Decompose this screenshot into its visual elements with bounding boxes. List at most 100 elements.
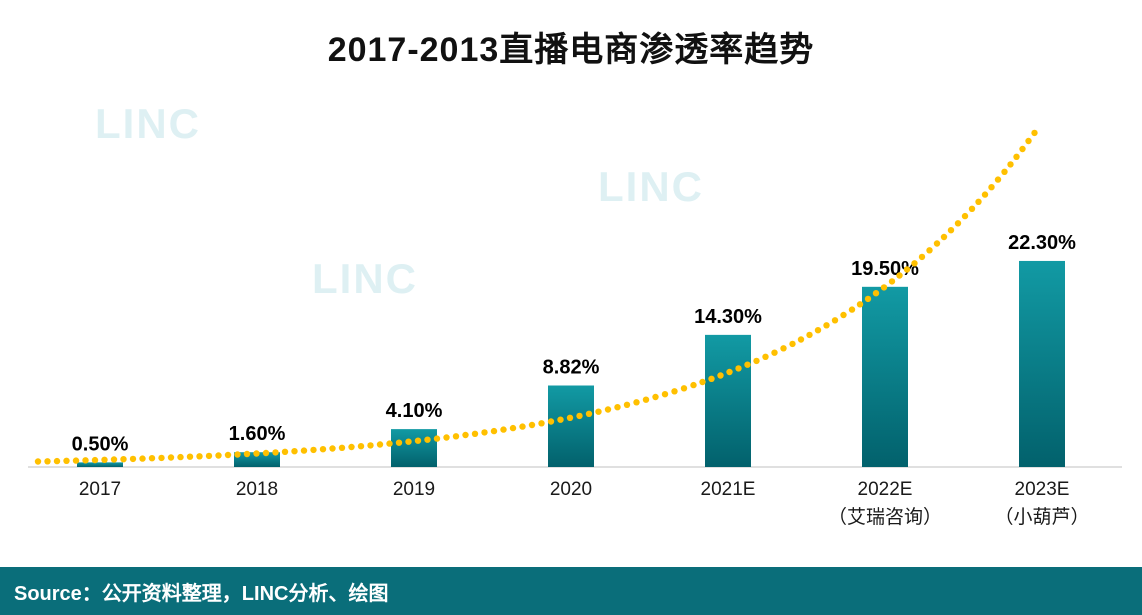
trend-dot	[961, 212, 969, 220]
trend-dot	[310, 446, 317, 454]
x-tick-label: 2018	[236, 479, 278, 500]
trend-dot	[585, 410, 593, 417]
trend-dot	[348, 443, 355, 451]
watermark-linc: LINC	[95, 100, 201, 147]
trend-dot	[699, 378, 706, 386]
trend-dot	[205, 452, 213, 460]
trend-dot	[771, 349, 778, 356]
trend-dot	[918, 253, 926, 261]
x-tick-label: 2023E	[1015, 479, 1070, 500]
watermark-linc: LINC	[312, 255, 418, 302]
trend-dot	[789, 340, 796, 348]
trend-dot	[234, 451, 241, 458]
bar	[548, 385, 594, 467]
trend-dot	[661, 391, 669, 398]
x-tick-label: 2017	[79, 479, 121, 500]
trend-dot	[806, 331, 813, 339]
source-bar: Source：公开资料整理，LINC分析、绘图	[0, 567, 1142, 615]
trend-dot	[177, 453, 184, 461]
trend-dot	[215, 452, 222, 459]
trend-dot	[243, 450, 251, 458]
trend-dot	[797, 336, 805, 343]
trend-dot	[1031, 129, 1038, 137]
trend-dot	[994, 176, 1002, 183]
trend-dot	[395, 439, 403, 446]
trend-dot	[490, 427, 498, 435]
trend-dot	[528, 421, 536, 429]
trend-dot	[424, 436, 431, 443]
trend-dot	[814, 327, 822, 334]
trend-dot	[158, 454, 165, 462]
x-tick-label: 2019	[393, 479, 435, 500]
x-tick-label: 2021E	[701, 479, 756, 500]
trend-dot	[831, 317, 839, 324]
trend-dot	[652, 393, 659, 401]
trend-dot	[717, 372, 724, 379]
trend-dot	[357, 443, 365, 450]
trend-dot	[633, 399, 640, 406]
trend-dot	[319, 446, 327, 453]
trend-dot	[53, 457, 61, 465]
trend-dot	[376, 441, 384, 448]
bar	[391, 429, 437, 467]
trend-dot	[82, 457, 89, 464]
trend-dot	[566, 414, 574, 421]
bar	[705, 334, 751, 467]
trend-dot	[471, 430, 479, 437]
trend-dot	[888, 278, 896, 285]
trend-dot	[864, 295, 872, 303]
trend-dot	[443, 434, 450, 441]
trend-dot	[954, 220, 962, 227]
trend-dot	[671, 388, 678, 395]
trend-dot	[981, 191, 989, 198]
trend-dot	[110, 456, 118, 463]
trend-dot	[557, 416, 564, 423]
trend-dot	[744, 361, 751, 368]
trend-dot	[856, 301, 864, 308]
trend-dot	[433, 435, 441, 442]
trend-dot	[848, 306, 856, 313]
trend-dot	[338, 444, 346, 451]
trend-dot	[1007, 161, 1014, 168]
trend-dot	[988, 184, 995, 191]
trend-dot	[367, 442, 374, 449]
trend-dot	[1025, 137, 1032, 145]
trend-dot	[262, 449, 270, 457]
bar-value-label: 22.30%	[1008, 232, 1076, 254]
trend-dot	[753, 357, 760, 365]
bar-value-label: 0.50%	[72, 433, 129, 455]
trend-dot	[329, 445, 336, 452]
trend-dot	[538, 420, 545, 427]
trend-dot	[519, 423, 526, 430]
trend-dot	[63, 457, 70, 464]
bar-chart: 0.50% 2017 1.60% 2018 4.10% 2019 8.82% 2020 14.3…	[28, 129, 1122, 528]
trend-line	[34, 129, 1038, 465]
trend-dot	[386, 440, 393, 447]
trend-dot	[872, 290, 880, 297]
trend-dot	[780, 345, 787, 352]
trend-dot	[547, 418, 555, 425]
trend-dot	[623, 401, 631, 408]
trend-dot	[896, 272, 903, 279]
trend-dot	[120, 456, 127, 463]
x-tick-sublabel: （艾瑞咨询）	[828, 506, 942, 528]
trend-dot	[708, 375, 715, 382]
trend-dot	[129, 455, 137, 463]
bar-value-label: 1.60%	[229, 423, 286, 445]
bar	[77, 462, 123, 467]
trend-dot	[595, 408, 602, 415]
bar-value-label: 8.82%	[543, 357, 600, 379]
chart-title: 2017-2013直播电商渗透率趋势	[327, 31, 815, 69]
trend-dot	[614, 404, 621, 411]
source-text: Source：公开资料整理，LINC分析、绘图	[14, 582, 389, 605]
trend-dot	[947, 227, 955, 234]
x-tick-label: 2022E	[858, 479, 913, 500]
bar-value-label: 4.10%	[386, 400, 443, 422]
trend-dot	[186, 453, 194, 460]
trend-dot	[509, 424, 517, 432]
trend-dot	[1013, 153, 1020, 160]
x-tick-label: 2020	[550, 479, 592, 500]
trend-dot	[933, 240, 941, 247]
trend-dot	[462, 431, 469, 439]
